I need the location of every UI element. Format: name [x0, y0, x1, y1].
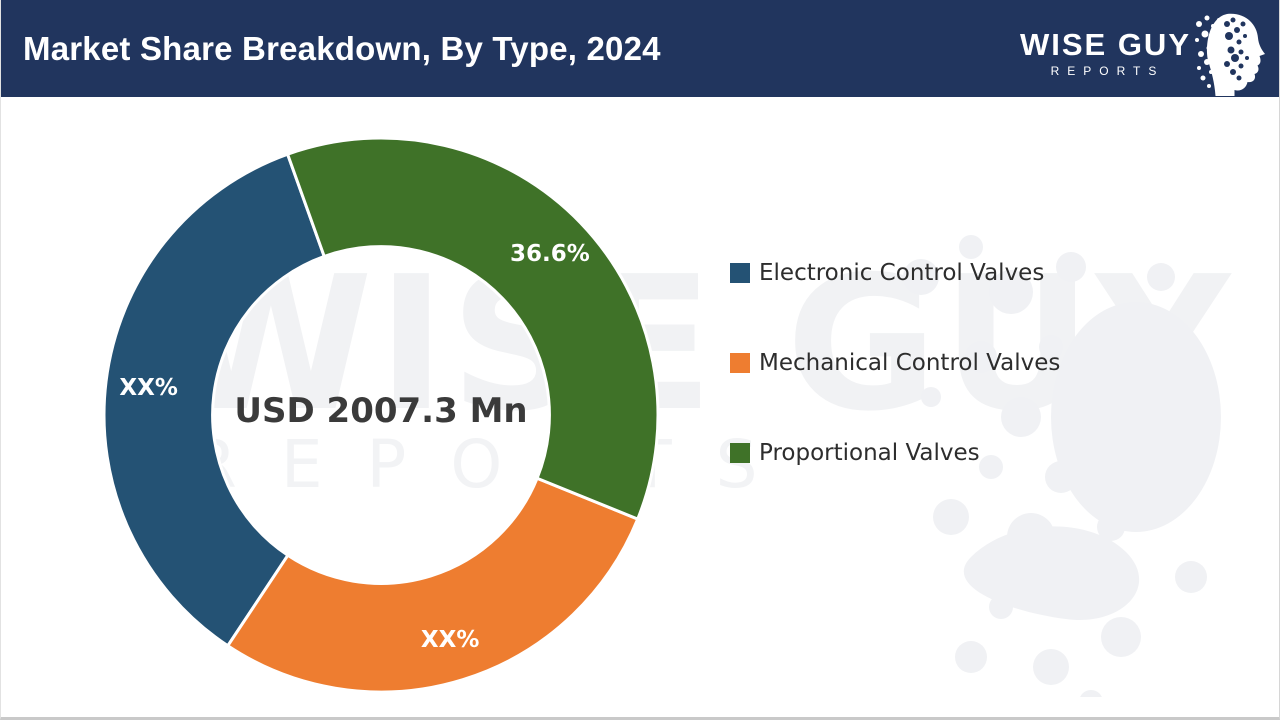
legend-swatch-proportional: [730, 443, 750, 463]
wiseguy-logo-text: WISE GUY REPORTS: [1020, 29, 1191, 78]
legend-label: Proportional Valves: [759, 440, 980, 466]
segment-percentage-label-mechanical-control-valves: XX%: [421, 627, 480, 653]
legend-item-proportional-valves: Proportional Valves: [730, 441, 1060, 465]
legend-item-mechanical-control-valves: Mechanical Control Valves: [730, 351, 1060, 375]
legend-label: Electronic Control Valves: [759, 260, 1045, 286]
wiseguy-face-icon: [1195, 13, 1265, 96]
donut-chart: XX% XX% 36.6%: [102, 136, 660, 694]
donut-segment-mechanical-control-valves: [226, 476, 640, 694]
segment-percentage-label-electronic-control-valves: XX%: [119, 375, 178, 401]
donut-segment-electronic-control-valves: [102, 152, 326, 648]
chart-legend: Electronic Control Valves Mechanical Con…: [730, 261, 1060, 465]
legend-label: Mechanical Control Valves: [759, 350, 1061, 376]
wiseguy-logo: WISE GUY REPORTS: [1020, 10, 1267, 96]
chart-center-value: USD 2007.3 Mn: [234, 391, 528, 431]
segment-percentage-label-proportional-valves: 36.6%: [510, 241, 590, 267]
legend-swatch-mechanical: [730, 353, 750, 373]
legend-swatch-electronic: [730, 263, 750, 283]
page-title: Market Share Breakdown, By Type, 2024: [23, 29, 661, 67]
legend-item-electronic-control-valves: Electronic Control Valves: [730, 261, 1060, 285]
header-bar: Market Share Breakdown, By Type, 2024 WI…: [1, 0, 1279, 97]
logo-brand-text: WISE GUY: [1019, 26, 1191, 62]
logo-subtext: REPORTS: [1050, 63, 1165, 78]
donut-segment-proportional-valves: [286, 136, 660, 521]
